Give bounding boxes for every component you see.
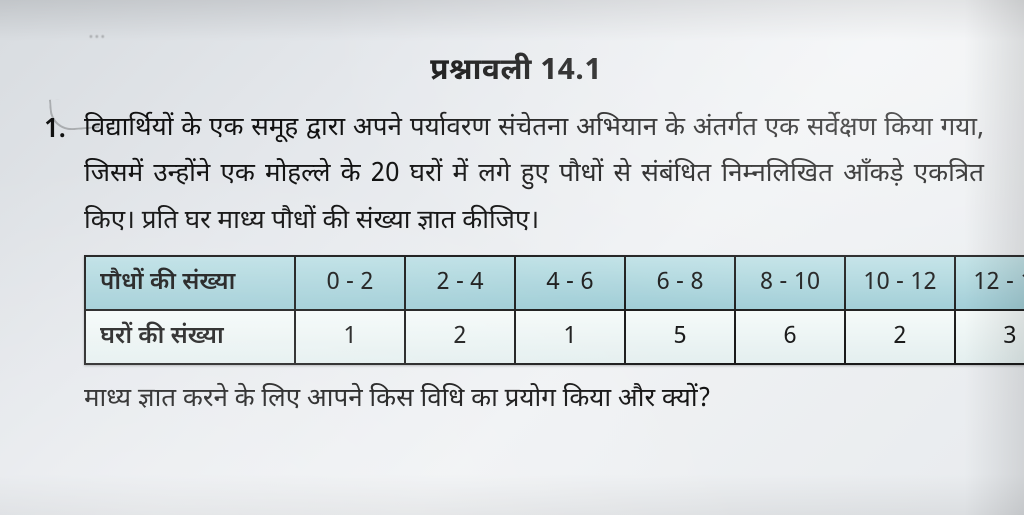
table-row: घरों की संख्या 1 2 1 5 6 2 3 <box>85 310 1024 364</box>
table-cell: 2 <box>405 310 515 364</box>
page-root: … प्रश्नावली 14.1 1. विद्यार्थियों के एक… <box>0 0 1024 443</box>
exercise-heading: प्रश्नावली 14.1 <box>48 53 984 92</box>
table-cell: 6 - 8 <box>625 256 735 310</box>
followup-question: माध्य ज्ञात करने के लिए आपने किस विधि का… <box>48 377 984 423</box>
row-header-houses: घरों की संख्या <box>85 310 295 364</box>
frequency-table: पौधों की संख्या 0 - 2 2 - 4 4 - 6 6 - 8 … <box>84 255 1024 365</box>
question-1: 1. विद्यार्थियों के एक समूह द्वारा अपने … <box>48 106 984 245</box>
table-cell: 1 <box>295 310 405 364</box>
table-cell: 8 - 10 <box>735 256 845 310</box>
table-cell: 6 <box>735 310 845 364</box>
table-cell: 0 - 2 <box>295 256 405 310</box>
row-header-plants: पौधों की संख्या <box>85 256 295 310</box>
cropped-previous-line: … <box>88 18 984 47</box>
table-cell: 1 <box>515 310 625 364</box>
table-cell: 12 - 14 <box>955 256 1024 310</box>
table-cell: 3 <box>955 310 1024 364</box>
table-cell: 10 - 12 <box>845 256 955 310</box>
table-cell: 5 <box>625 310 735 364</box>
question-number: 1. <box>44 108 66 154</box>
table-cell: 2 <box>845 310 955 364</box>
table-cell: 2 - 4 <box>405 256 515 310</box>
table-row: पौधों की संख्या 0 - 2 2 - 4 4 - 6 6 - 8 … <box>85 256 1024 310</box>
question-text: विद्यार्थियों के एक समूह द्वारा अपने पर्… <box>84 112 984 239</box>
table-cell: 4 - 6 <box>515 256 625 310</box>
